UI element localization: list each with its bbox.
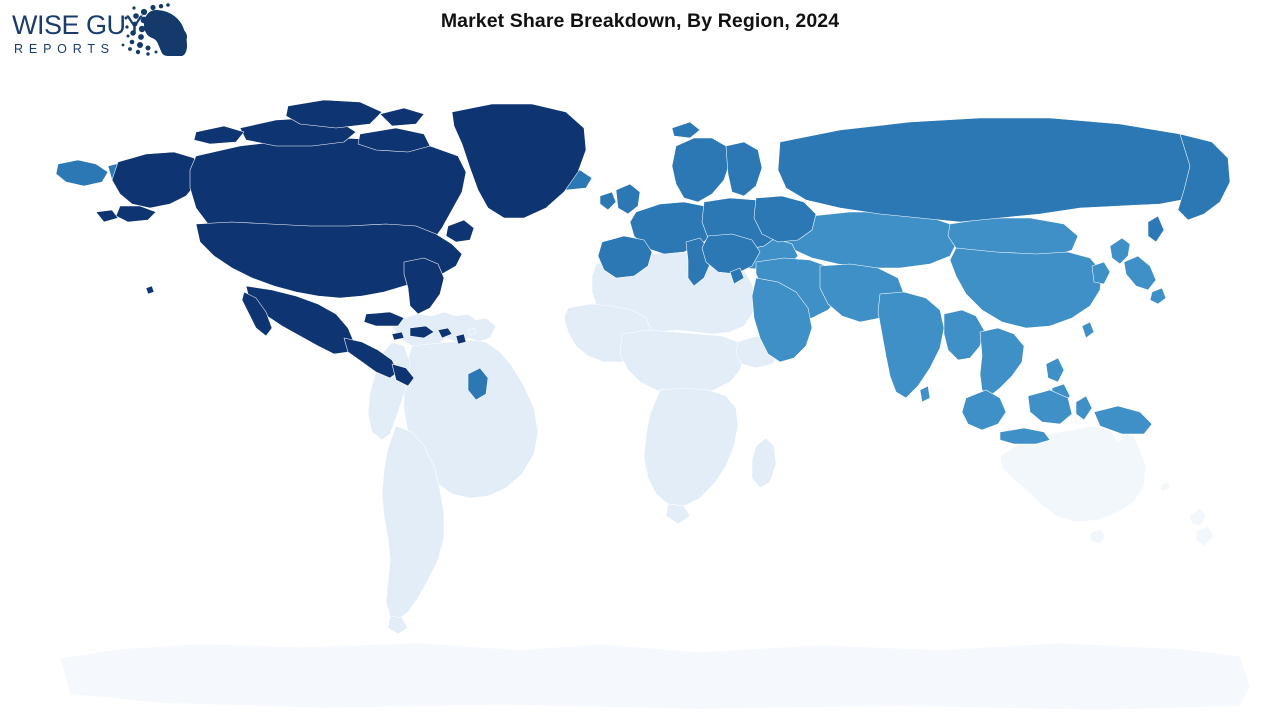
page-title: Market Share Breakdown, By Region, 2024	[440, 10, 840, 32]
region-south-america	[368, 312, 538, 634]
wiseguy-reports-logo: WISE GUY R E P O R T S	[8, 2, 198, 62]
logo-wordmark: WISE GUY R E P O R T S	[12, 10, 144, 56]
region-africa	[564, 252, 780, 524]
region-antarctica	[60, 643, 1250, 710]
world-map-container	[0, 46, 1280, 720]
region-asia-pacific	[716, 212, 1166, 444]
logo-line2: R E P O R T S	[14, 42, 110, 56]
region-north-america	[96, 100, 586, 386]
logo-line1: WISE GUY	[12, 10, 144, 40]
logo-svg: WISE GUY R E P O R T S	[12, 3, 187, 56]
world-choropleth-map	[0, 46, 1280, 720]
region-oceania	[1000, 426, 1214, 546]
region-europe	[56, 118, 1230, 400]
head-profile-dots-icon	[118, 3, 187, 56]
